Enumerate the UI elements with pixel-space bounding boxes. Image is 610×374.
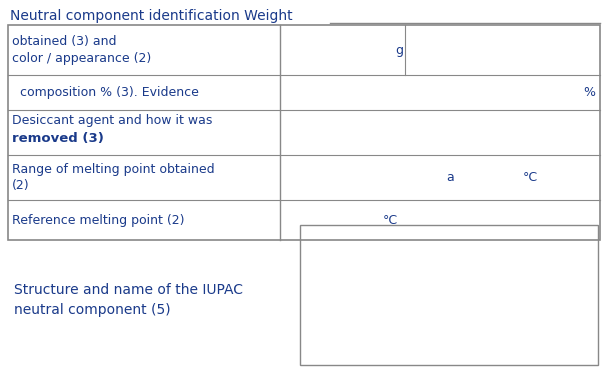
Text: obtained (3) and
color / appearance (2): obtained (3) and color / appearance (2) bbox=[12, 35, 151, 65]
Text: Range of melting point obtained
(2): Range of melting point obtained (2) bbox=[12, 163, 215, 192]
Text: Neutral component identification Weight: Neutral component identification Weight bbox=[10, 9, 293, 23]
Text: a: a bbox=[446, 171, 454, 184]
Text: Reference melting point (2): Reference melting point (2) bbox=[12, 214, 184, 227]
Text: Structure and name of the IUPAC
neutral component (5): Structure and name of the IUPAC neutral … bbox=[14, 283, 243, 317]
Text: %: % bbox=[583, 86, 595, 99]
Text: g: g bbox=[395, 43, 403, 56]
Text: °C: °C bbox=[382, 214, 398, 227]
Text: removed (3): removed (3) bbox=[12, 132, 104, 145]
Bar bbox=[300, 225, 598, 365]
Text: °C: °C bbox=[522, 171, 537, 184]
Text: Desiccant agent and how it was: Desiccant agent and how it was bbox=[12, 114, 212, 127]
Text: composition % (3). Evidence: composition % (3). Evidence bbox=[12, 86, 199, 99]
Bar bbox=[8, 25, 600, 240]
